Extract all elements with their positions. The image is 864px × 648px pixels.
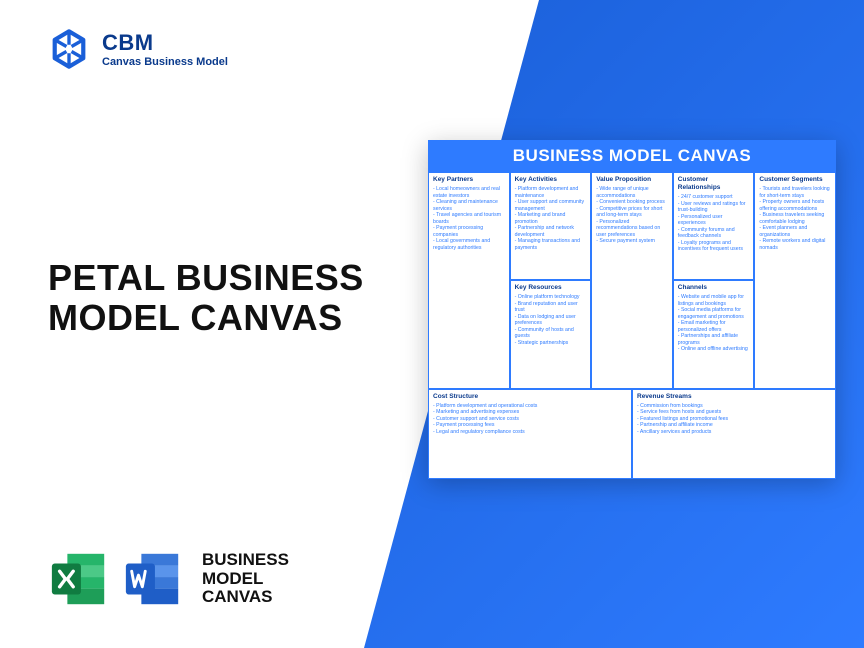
section-item: User support and community management <box>515 199 587 212</box>
section-title: Key Partners <box>433 176 505 184</box>
section-item: Platform development and maintenance <box>515 186 587 199</box>
section-title: Customer Relationships <box>678 176 750 192</box>
cell-key-partners: Key Partners Local homeowners and real es… <box>428 172 510 389</box>
section-item: Website and mobile app for listings and … <box>678 294 750 307</box>
section-items: Wide range of unique accommodationsConve… <box>596 186 668 245</box>
section-item: Data on lodging and user preferences <box>515 314 587 327</box>
section-item: Social media platforms for engagement an… <box>678 307 750 320</box>
section-title: Channels <box>678 284 750 292</box>
section-title: Revenue Streams <box>637 393 831 401</box>
section-item: Brand reputation and user trust <box>515 301 587 314</box>
section-item: Travel agencies and tourism boards <box>433 212 505 225</box>
section-item: Loyalty programs and incentives for freq… <box>678 240 750 253</box>
cell-value-proposition: Value Proposition Wide range of unique ac… <box>591 172 673 389</box>
section-items: Website and mobile app for listings and … <box>678 294 750 353</box>
section-item: Community forums and feedback channels <box>678 227 750 240</box>
section-item: Event planners and organizations <box>759 225 831 238</box>
section-item: Property owners and hosts offering accom… <box>759 199 831 212</box>
section-items: 24/7 customer supportUser reviews and ra… <box>678 194 750 253</box>
section-items: Platform development and operational cos… <box>433 403 627 436</box>
section-item: Email marketing for personalized offers <box>678 320 750 333</box>
section-item: Community of hosts and guests <box>515 327 587 340</box>
app-icons-row: BUSINESS MODEL CANVAS <box>48 548 289 610</box>
cell-cost-structure: Cost Structure Platform development and o… <box>428 389 632 479</box>
section-item: Tourists and travelers looking for short… <box>759 186 831 199</box>
section-title: Key Resources <box>515 284 587 292</box>
section-item: Managing transactions and payments <box>515 238 587 251</box>
brand-abbr: CBM <box>102 30 228 56</box>
app-label: BUSINESS MODEL CANVAS <box>202 551 289 607</box>
word-icon <box>122 548 184 610</box>
section-item: Competitive prices for short and long-te… <box>596 206 668 219</box>
section-item: Local homeowners and real estate investo… <box>433 186 505 199</box>
section-item: Online and offline advertising <box>678 346 750 353</box>
cell-key-activities: Key Activities Platform development and m… <box>510 172 592 280</box>
section-item: Personalized user experiences <box>678 214 750 227</box>
cell-key-resources: Key Resources Online platform technologyB… <box>510 280 592 388</box>
section-item: Secure payment system <box>596 238 668 245</box>
section-item: Remote workers and digital nomads <box>759 238 831 251</box>
section-item: Business travelers seeking comfortable l… <box>759 212 831 225</box>
cell-channels: Channels Website and mobile app for listi… <box>673 280 755 388</box>
section-item: Strategic partnerships <box>515 340 587 347</box>
section-item: User reviews and ratings for trust-build… <box>678 201 750 214</box>
section-items: Online platform technologyBrand reputati… <box>515 294 587 346</box>
brand-subtitle: Canvas Business Model <box>102 56 228 68</box>
section-title: Value Proposition <box>596 176 668 184</box>
section-items: Platform development and maintenanceUser… <box>515 186 587 251</box>
section-title: Cost Structure <box>433 393 627 401</box>
section-item: Wide range of unique accommodations <box>596 186 668 199</box>
section-items: Local homeowners and real estate investo… <box>433 186 505 251</box>
page-title: PETAL BUSINESS MODEL CANVAS <box>48 258 408 339</box>
section-item: Convenient booking process <box>596 199 668 206</box>
section-item: Personalized recommendations based on us… <box>596 219 668 239</box>
section-item: Payment processing companies <box>433 225 505 238</box>
section-items: Commission from bookingsService fees fro… <box>637 403 831 436</box>
section-item: Local governments and regulatory authori… <box>433 238 505 251</box>
section-title: Key Activities <box>515 176 587 184</box>
excel-icon <box>48 548 110 610</box>
section-item: Partnership and network development <box>515 225 587 238</box>
hexagon-logo-icon <box>48 28 90 70</box>
cell-customer-relationships: Customer Relationships 24/7 customer supp… <box>673 172 755 280</box>
section-item: Marketing and brand promotion <box>515 212 587 225</box>
canvas-preview: BUSINESS MODEL CANVAS Key Partners Local … <box>428 140 836 478</box>
section-item: Ancillary services and products <box>637 429 831 436</box>
section-items: Tourists and travelers looking for short… <box>759 186 831 251</box>
canvas-header: BUSINESS MODEL CANVAS <box>428 140 836 172</box>
canvas-bottom-row: Cost Structure Platform development and o… <box>428 389 836 479</box>
section-item: Cleaning and maintenance services <box>433 199 505 212</box>
section-item: Partnerships and affiliate programs <box>678 333 750 346</box>
cell-revenue-streams: Revenue Streams Commission from bookingsS… <box>632 389 836 479</box>
cell-customer-segments: Customer Segments Tourists and travelers … <box>754 172 836 389</box>
canvas-body: Key Partners Local homeowners and real es… <box>428 172 836 479</box>
canvas-top-row: Key Partners Local homeowners and real es… <box>428 172 836 389</box>
section-title: Customer Segments <box>759 176 831 184</box>
brand-logo: CBM Canvas Business Model <box>48 28 228 70</box>
section-item: Legal and regulatory compliance costs <box>433 429 627 436</box>
